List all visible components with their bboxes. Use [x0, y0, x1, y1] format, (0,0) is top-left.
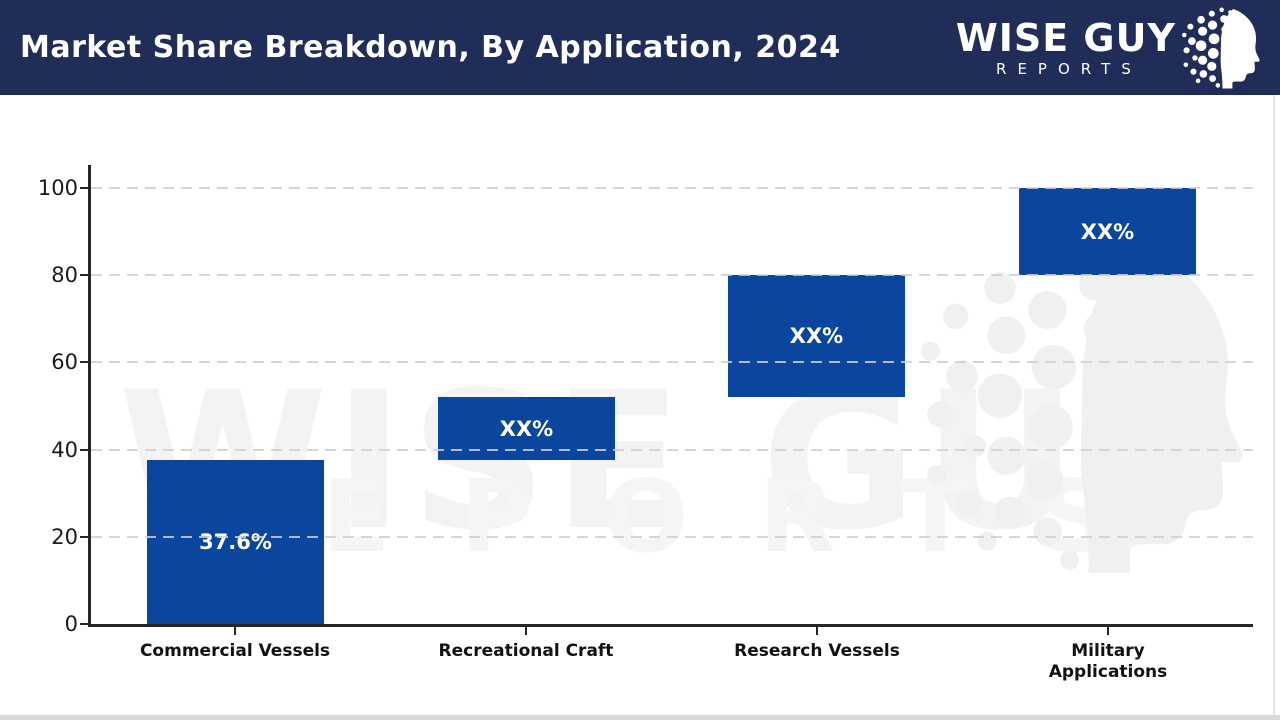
y-tick-label-40: 40 [51, 438, 78, 462]
bar-value-label: XX% [789, 324, 844, 348]
y-tick-label-80: 80 [51, 263, 78, 287]
y-tick-mark-20 [80, 536, 88, 538]
page-title: Market Share Breakdown, By Application, … [20, 30, 841, 65]
logo-text: WISE GUY REPORTS [956, 19, 1176, 78]
logo-face-icon [1178, 6, 1270, 90]
y-axis-line [88, 165, 91, 627]
y-tick-mark-80 [80, 274, 88, 276]
x-category-label-military-applications: Military Applications [988, 641, 1228, 683]
logo-wordmark: WISE GUY [955, 15, 1176, 60]
x-tick-mark-0 [234, 627, 236, 635]
watermark-text-reports: REPORTS [175, 458, 1182, 575]
x-category-label-research-vessels: Research Vessels [697, 641, 937, 662]
x-category-label-line: Applications [1048, 662, 1168, 682]
bar-commercial-vessels: 37.6% [147, 460, 324, 624]
footer-strip [0, 715, 1280, 720]
header-bar: Market Share Breakdown, By Application, … [0, 0, 1280, 95]
bar-value-label: XX% [1080, 219, 1135, 244]
gridline-y-40 [91, 449, 1253, 451]
y-tick-label-100: 100 [37, 176, 78, 200]
x-category-label-recreational-craft: Recreational Craft [406, 641, 646, 662]
bar-value-label: XX% [499, 416, 554, 441]
right-edge-divider [1273, 95, 1275, 720]
x-category-label-line: Commercial Vessels [139, 641, 331, 661]
x-tick-mark-1 [525, 627, 527, 635]
gridline-y-20 [91, 536, 1253, 538]
x-category-label-line: Military [1071, 641, 1145, 661]
x-category-label-line: Research Vessels [734, 641, 900, 661]
bar-military-applications: XX% [1019, 188, 1196, 275]
bar-research-vessels: XX% [728, 275, 905, 397]
x-tick-mark-3 [1107, 627, 1109, 635]
y-tick-mark-0 [80, 623, 88, 625]
x-category-label-line: Recreational Craft [438, 641, 614, 661]
y-tick-label-20: 20 [51, 525, 78, 549]
y-tick-label-60: 60 [51, 350, 78, 374]
wise-guy-reports-logo: WISE GUY REPORTS [956, 4, 1270, 92]
y-tick-label-0: 0 [64, 612, 78, 636]
y-tick-mark-40 [80, 449, 88, 451]
x-category-label-commercial-vessels: Commercial Vessels [115, 641, 355, 662]
gridline-y-60 [91, 361, 1253, 363]
logo-subtitle: REPORTS [996, 59, 1142, 78]
waterfall-chart: WISE GUY REPORTS 37.6% XX% XX% XX% 0 20 40 60 8… [0, 95, 1280, 716]
x-tick-mark-2 [816, 627, 818, 635]
watermark-face-icon [905, 225, 1280, 585]
x-axis-line [88, 624, 1253, 627]
y-tick-mark-100 [80, 187, 88, 189]
bar-value-label: 37.6% [199, 530, 272, 554]
y-tick-mark-60 [80, 361, 88, 363]
gridline-y-80 [91, 274, 1253, 276]
gridline-y-100 [91, 187, 1253, 189]
